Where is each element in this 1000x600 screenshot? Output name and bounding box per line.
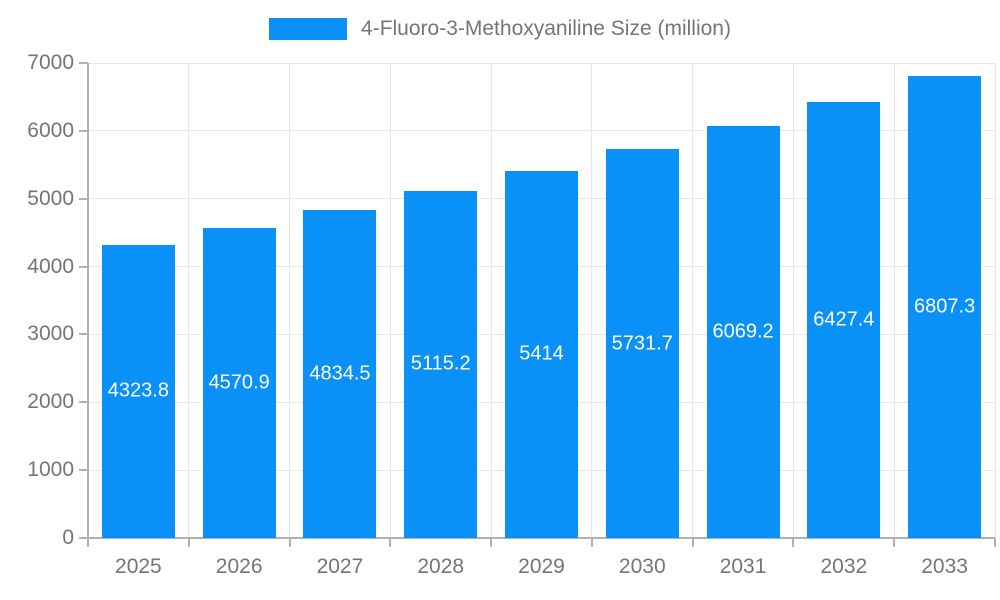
x-gridline <box>792 63 794 538</box>
bar-2027[interactable]: 4834.5 <box>303 209 377 538</box>
y-gridline <box>88 62 995 64</box>
y-axis-tick <box>79 333 88 336</box>
x-axis-tick <box>590 538 593 547</box>
x-gridline <box>591 63 593 538</box>
y-tick-label: 4000 <box>27 254 74 278</box>
x-gridline <box>893 63 895 538</box>
bar-value-label: 6427.4 <box>813 308 875 331</box>
legend[interactable]: 4-Fluoro-3-Methoxyaniline Size (million) <box>0 17 1000 41</box>
bar-2026[interactable]: 4570.9 <box>202 227 276 538</box>
bar-value-label: 5731.7 <box>611 332 673 355</box>
x-axis-tick <box>389 538 392 547</box>
y-axis-tick <box>79 197 88 200</box>
bar-2033[interactable]: 6807.3 <box>908 76 982 538</box>
x-gridline <box>692 63 694 538</box>
x-tick-label: 2029 <box>518 555 565 578</box>
x-gridline <box>994 63 996 538</box>
y-axis-tick <box>79 265 88 268</box>
x-axis-tick <box>893 538 896 547</box>
x-tick-label: 2027 <box>316 555 364 578</box>
bar-value-label: 6807.3 <box>914 295 976 318</box>
bar-value-label: 4834.5 <box>309 362 371 385</box>
y-tick-label: 5000 <box>27 186 74 210</box>
x-axis-tick <box>994 538 996 547</box>
y-tick-label: 3000 <box>27 322 74 346</box>
x-axis-tick <box>490 538 493 547</box>
y-tick-label: 2000 <box>27 390 74 414</box>
y-tick-label: 7000 <box>27 51 74 74</box>
y-axis-tick <box>79 469 88 472</box>
y-axis-line <box>87 63 89 538</box>
x-axis-tick <box>187 538 190 547</box>
bar-2028[interactable]: 5115.2 <box>404 190 478 538</box>
y-tick-label: 1000 <box>27 458 74 482</box>
x-tick-label: 2026 <box>215 555 263 578</box>
x-tick-label: 2032 <box>820 555 868 578</box>
bar-value-label: 5115.2 <box>410 352 471 375</box>
bar-2029[interactable]: 5414 <box>505 170 578 538</box>
bar-2032[interactable]: 6427.4 <box>807 101 881 538</box>
bar-value-label: 4570.9 <box>208 371 270 394</box>
x-gridline <box>289 63 291 538</box>
x-tick-label: 2025 <box>115 555 162 578</box>
y-gridline <box>88 130 995 132</box>
x-axis-tick <box>288 538 291 547</box>
bar-2031[interactable]: 6069.2 <box>706 126 780 538</box>
y-tick-label: 0 <box>62 526 74 549</box>
x-axis-tick <box>691 538 694 547</box>
bar-value-label: 6069.2 <box>712 320 774 343</box>
y-axis-tick <box>79 129 88 132</box>
x-tick-label: 2028 <box>417 555 465 578</box>
x-axis-tick <box>87 538 89 547</box>
x-axis-tick <box>792 538 795 547</box>
x-gridline <box>188 63 190 538</box>
bar-2030[interactable]: 5731.7 <box>605 149 679 538</box>
x-axis-line <box>88 537 995 539</box>
y-axis-tick <box>79 401 88 404</box>
bar-value-label: 5414 <box>519 342 564 365</box>
bar-value-label: 4323.8 <box>107 379 169 402</box>
legend-label: 4-Fluoro-3-Methoxyaniline Size (million) <box>361 17 731 40</box>
x-gridline <box>389 63 391 538</box>
plot-area: 0 1000 2000 3000 4000 5000 6000 7000 4323.8 2025 4… <box>27 51 996 578</box>
legend-swatch <box>269 18 348 40</box>
y-tick-label: 6000 <box>27 118 74 142</box>
y-axis-tick <box>79 62 88 64</box>
x-gridline <box>490 63 492 538</box>
x-tick-label: 2030 <box>618 555 666 578</box>
bar-2025[interactable]: 4323.8 <box>101 244 175 538</box>
x-tick-label: 2033 <box>921 555 968 578</box>
x-tick-label: 2031 <box>719 555 767 578</box>
y-axis-tick <box>79 537 88 539</box>
